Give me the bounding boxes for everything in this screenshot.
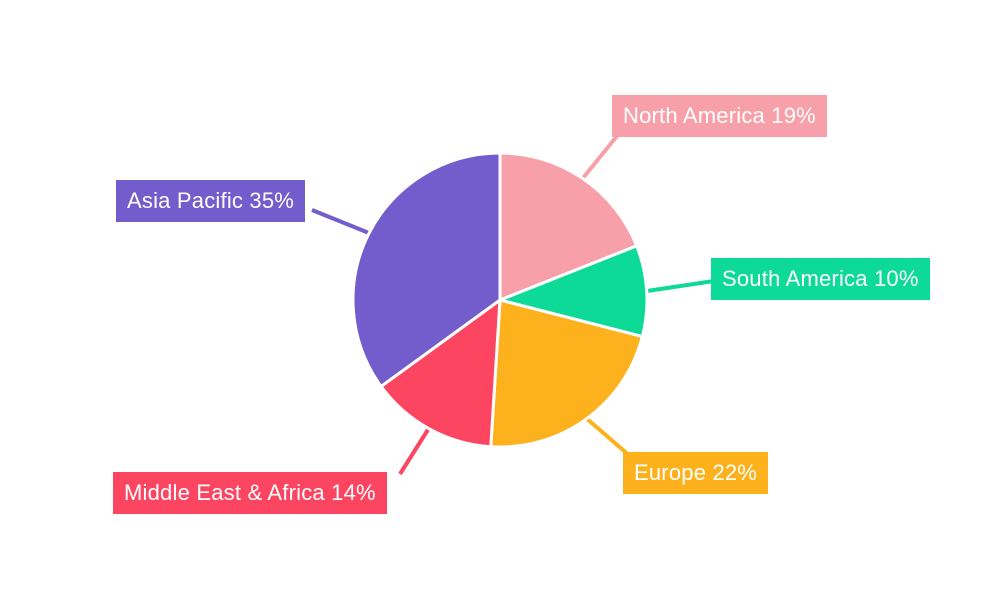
pie-slice-asia-pacific[interactable]: [351, 151, 502, 388]
label-south-america: South America 10%: [711, 258, 930, 300]
leader-line-europe: [584, 416, 632, 458]
pie-slice-europe[interactable]: [489, 298, 644, 449]
label-middle-east-africa: Middle East & Africa 14%: [113, 472, 387, 514]
pie-slice-north-america[interactable]: [498, 151, 639, 302]
pie-slice-south-america[interactable]: [498, 244, 649, 339]
label-europe: Europe 22%: [623, 452, 769, 494]
leader-line-middle-east-africa: [398, 426, 431, 476]
pie-slice-middle-east-africa[interactable]: [379, 298, 502, 449]
label-asia-pacific: Asia Pacific 35%: [116, 180, 306, 222]
leader-line-south-america: [646, 279, 715, 293]
leader-line-asia-pacific: [311, 208, 370, 235]
label-north-america: North America 19%: [612, 95, 827, 137]
leader-line-north-america: [581, 134, 619, 180]
